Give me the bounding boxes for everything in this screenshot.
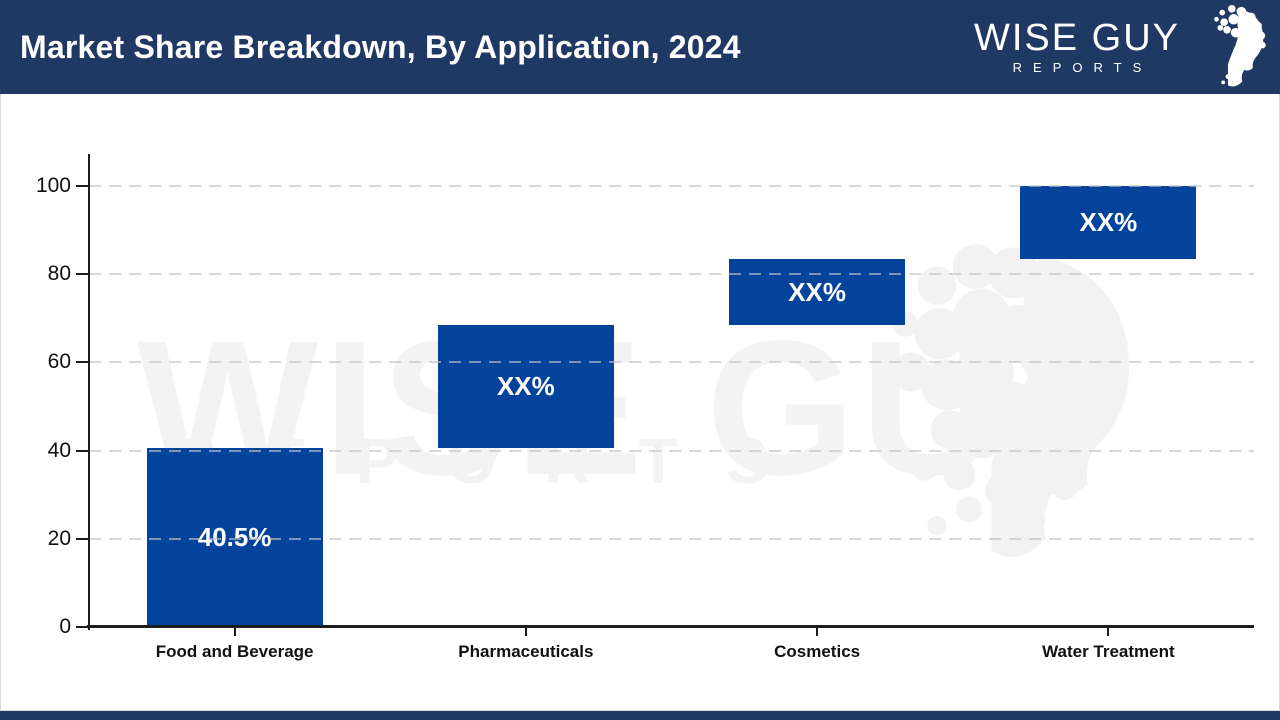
y-tick-label: 0	[59, 615, 71, 638]
bar-value-label: XX%	[788, 276, 847, 307]
grid-line	[89, 361, 1254, 364]
y-axis-tick	[76, 361, 88, 364]
y-axis-tick	[76, 537, 88, 540]
x-axis-category-label: Food and Beverage	[155, 642, 314, 661]
logo-wordmark: WISE GUY REPORTS	[974, 19, 1180, 75]
bar-food-and-beverage: 40.5%	[146, 448, 323, 627]
bar-value-label: XX%	[1079, 207, 1138, 238]
x-axis-category-label: Pharmaceuticals	[458, 642, 594, 661]
x-axis-tick	[524, 628, 527, 636]
y-tick-label: 100	[35, 174, 71, 197]
grid-line	[89, 537, 1254, 540]
grid-line	[89, 449, 1254, 452]
grid-line	[89, 273, 1254, 276]
y-tick-label: 80	[47, 262, 71, 286]
x-axis-category-label: Water Treatment	[1042, 642, 1175, 661]
grid-line	[89, 185, 1254, 187]
bar-value-label: 40.5%	[197, 522, 272, 553]
bar-pharmaceuticals: XX%	[437, 324, 614, 449]
y-axis-tick	[76, 626, 88, 628]
y-axis-line	[88, 154, 90, 630]
footer-bar	[0, 711, 1280, 720]
watermark-head-dots-icon	[879, 244, 1129, 557]
y-tick-label: 40	[47, 438, 71, 462]
x-axis-tick	[816, 628, 819, 636]
y-axis-tick	[76, 185, 88, 187]
logo-reports-text: REPORTS	[1012, 60, 1153, 75]
bar-cosmetics: XX%	[729, 259, 906, 325]
x-axis-line	[87, 625, 1254, 628]
logo-head-dots-icon	[1214, 4, 1266, 87]
y-tick-label: 60	[47, 350, 71, 374]
x-axis-tick	[233, 628, 236, 636]
chart-area: WISE GUY REPORTS 0 20 40 60 80 100 40.5% Food a…	[0, 94, 1280, 711]
plot-region: 0 20 40 60 80 100 40.5% Food and Beverage XX% Pha…	[1, 94, 1279, 710]
x-axis-category-label: Cosmetics	[774, 642, 861, 661]
y-axis-tick	[76, 449, 88, 452]
y-tick-label: 20	[47, 526, 71, 550]
bar-value-label: XX%	[496, 371, 555, 402]
logo-wiseguy-text: WISE GUY	[973, 17, 1180, 59]
y-axis-tick	[76, 273, 88, 276]
page-title: Market Share Breakdown, By Application, …	[20, 28, 741, 65]
x-axis-tick	[1107, 628, 1110, 636]
header-bar: Market Share Breakdown, By Application, …	[0, 0, 1280, 94]
wise-guy-reports-logo: WISE GUY REPORTS	[974, 3, 1270, 91]
bar-water-treatment: XX%	[1020, 186, 1197, 260]
